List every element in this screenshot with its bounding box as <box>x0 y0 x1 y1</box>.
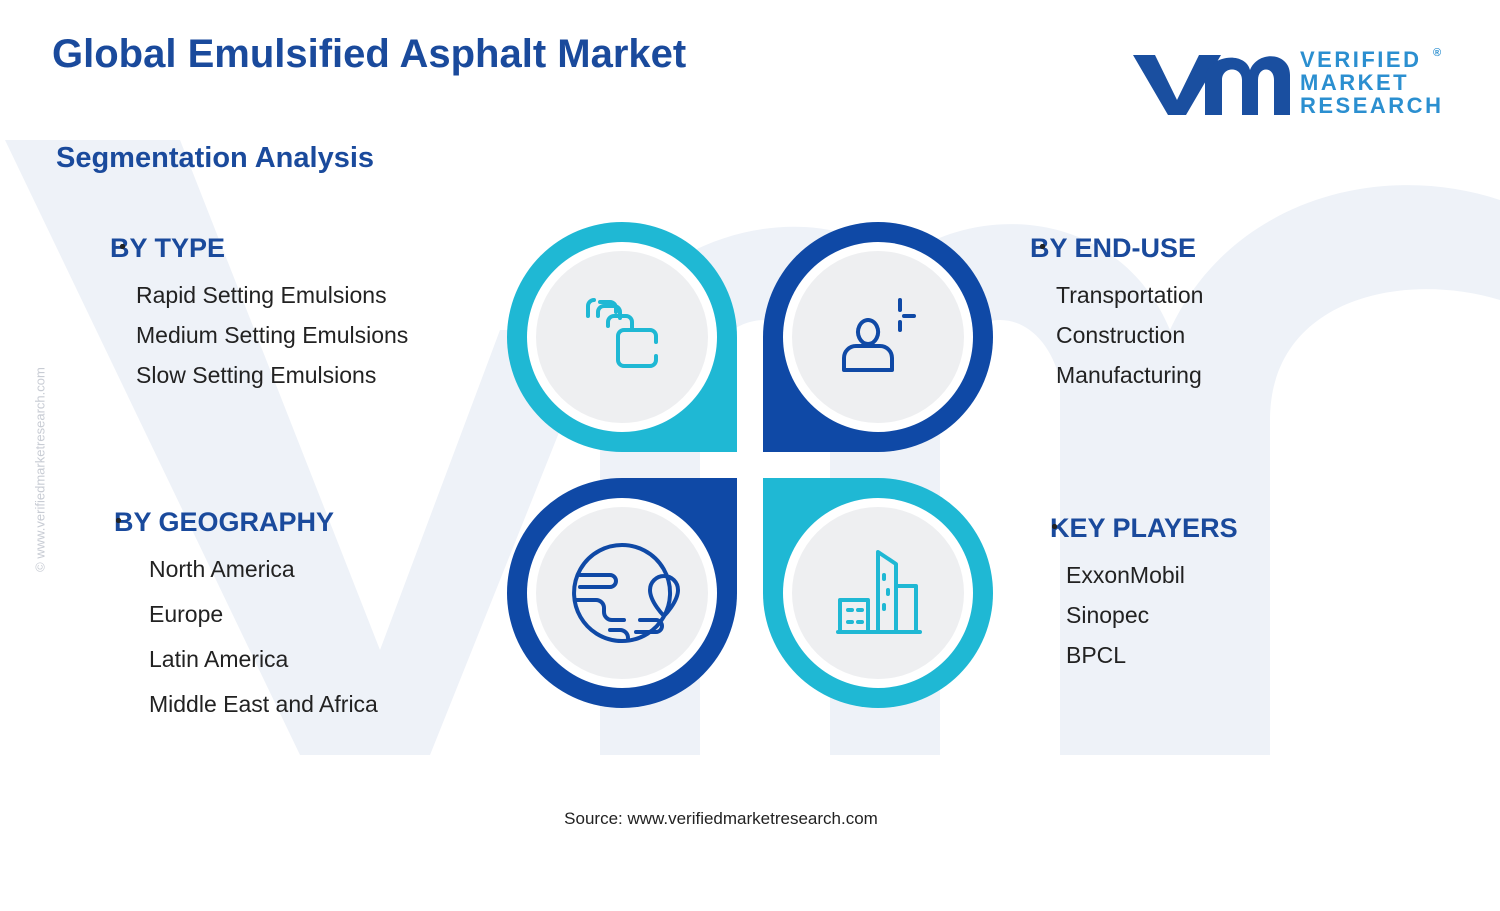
source: Source: www.verifiedmarketresearch.com <box>564 809 878 828</box>
segment-item: Manufacturing <box>1056 362 1202 388</box>
bullet <box>116 518 121 523</box>
petal-inner <box>536 507 708 679</box>
petals <box>507 222 993 708</box>
bullet <box>1040 244 1045 249</box>
segment-item: North America <box>149 556 295 582</box>
segment-item: Construction <box>1056 322 1186 348</box>
bullet <box>120 244 125 249</box>
segment-item-row: Construction <box>1030 244 1196 362</box>
subtitle: Segmentation Analysis <box>56 142 375 174</box>
segment-item-row: BPCL <box>1050 524 1238 682</box>
logo-mark <box>1133 55 1290 115</box>
segment-item: Medium Setting Emulsions <box>136 322 409 348</box>
icon-key-players <box>836 550 922 634</box>
logo-line: MARKET <box>1300 70 1410 95</box>
segment-item-row: ExxonMobil <box>1050 524 1238 602</box>
logo-line: VERIFIED <box>1300 47 1422 72</box>
segment-item-row: Slow Setting Emulsions <box>110 244 382 402</box>
icon-geography <box>572 543 680 643</box>
segment-item-row: Medium Setting Emulsions <box>110 244 408 362</box>
segment-item-row: Manufacturing <box>1030 244 1202 402</box>
petal-inner <box>536 251 708 423</box>
segment: KEY PLAYERS ExxonMobil Sinopec BPCL <box>1050 513 1238 682</box>
title: Global Emulsified Asphalt Market <box>52 32 687 76</box>
segment-list: ExxonMobil Sinopec BPCL <box>1050 524 1238 682</box>
segment: BY END-USE Transportation Construction Manu… <box>1030 233 1203 402</box>
segment-item-row: Rapid Setting Emulsions <box>110 244 387 322</box>
segment-item: Latin America <box>149 646 289 672</box>
segment-item-row: Latin America <box>114 518 343 691</box>
side-watermark: © www.verifiedmarketresearch.com <box>32 367 48 572</box>
segment-list: Transportation Construction Manufacturing <box>1030 244 1203 402</box>
segment-item-row: Sinopec <box>1050 524 1238 642</box>
segment-item: Transportation <box>1056 282 1204 308</box>
logo-text: VERIFIED MARKET RESEARCH ® <box>1300 47 1444 118</box>
segment-item: BPCL <box>1066 642 1127 668</box>
logo-registered: ® <box>1433 47 1442 59</box>
segment-item-row: Transportation <box>1030 244 1203 322</box>
segment-item: Slow Setting Emulsions <box>136 362 377 388</box>
icon-emulsions <box>586 298 658 368</box>
segment-item-row: North America <box>114 518 343 601</box>
segment-list: North America Europe Latin America Middle E… <box>114 518 378 736</box>
segment-heading: KEY PLAYERS <box>1050 513 1238 543</box>
segment: BY GEOGRAPHY North America Europe Latin Ame… <box>114 507 378 736</box>
segment-item: Middle East and Africa <box>149 691 378 717</box>
segment-item-row: Europe <box>114 518 343 646</box>
segment-item: Rapid Setting Emulsions <box>136 282 387 308</box>
segment-item: Europe <box>149 601 224 627</box>
bullet <box>1052 524 1057 529</box>
segment-item: ExxonMobil <box>1066 562 1185 588</box>
segment-heading: BY GEOGRAPHY <box>114 507 335 537</box>
segment-item-row: Middle East and Africa <box>114 518 378 736</box>
segment-item: Sinopec <box>1066 602 1150 628</box>
segment-heading: BY TYPE <box>110 233 226 263</box>
icon-end-use <box>842 298 916 372</box>
segment: BY TYPE Rapid Setting Emulsions Medium Set… <box>110 233 408 402</box>
logo-line: RESEARCH <box>1300 93 1444 118</box>
segment-heading: BY END-USE <box>1030 233 1197 263</box>
segment-list: Rapid Setting Emulsions Medium Setting Em… <box>110 244 408 402</box>
